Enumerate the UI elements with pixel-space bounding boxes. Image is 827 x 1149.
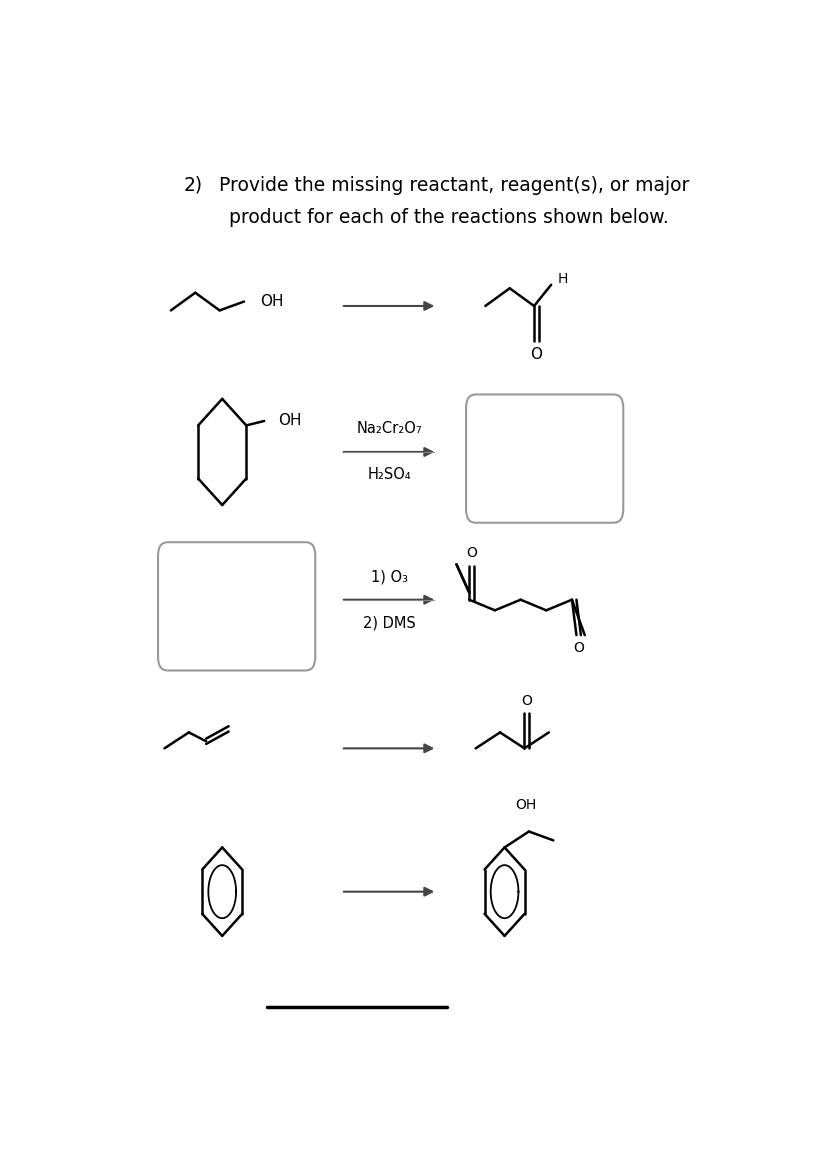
Text: OH: OH	[278, 414, 302, 429]
Text: OH: OH	[514, 797, 536, 812]
Text: H₂SO₄: H₂SO₄	[367, 468, 410, 483]
Text: 1) O₃: 1) O₃	[370, 569, 407, 584]
Text: product for each of the reactions shown below.: product for each of the reactions shown …	[228, 208, 667, 226]
Text: OH: OH	[260, 294, 283, 309]
Text: O: O	[466, 546, 476, 560]
Text: Na₂Cr₂O₇: Na₂Cr₂O₇	[356, 422, 422, 437]
FancyBboxPatch shape	[158, 542, 315, 671]
Text: O: O	[529, 347, 542, 362]
Text: H: H	[557, 272, 567, 286]
Text: 2): 2)	[184, 176, 203, 195]
Text: O: O	[521, 694, 532, 708]
Text: O: O	[572, 641, 583, 655]
FancyBboxPatch shape	[466, 394, 623, 523]
Text: 2) DMS: 2) DMS	[362, 615, 415, 630]
Text: Provide the missing reactant, reagent(s), or major: Provide the missing reactant, reagent(s)…	[218, 176, 689, 195]
